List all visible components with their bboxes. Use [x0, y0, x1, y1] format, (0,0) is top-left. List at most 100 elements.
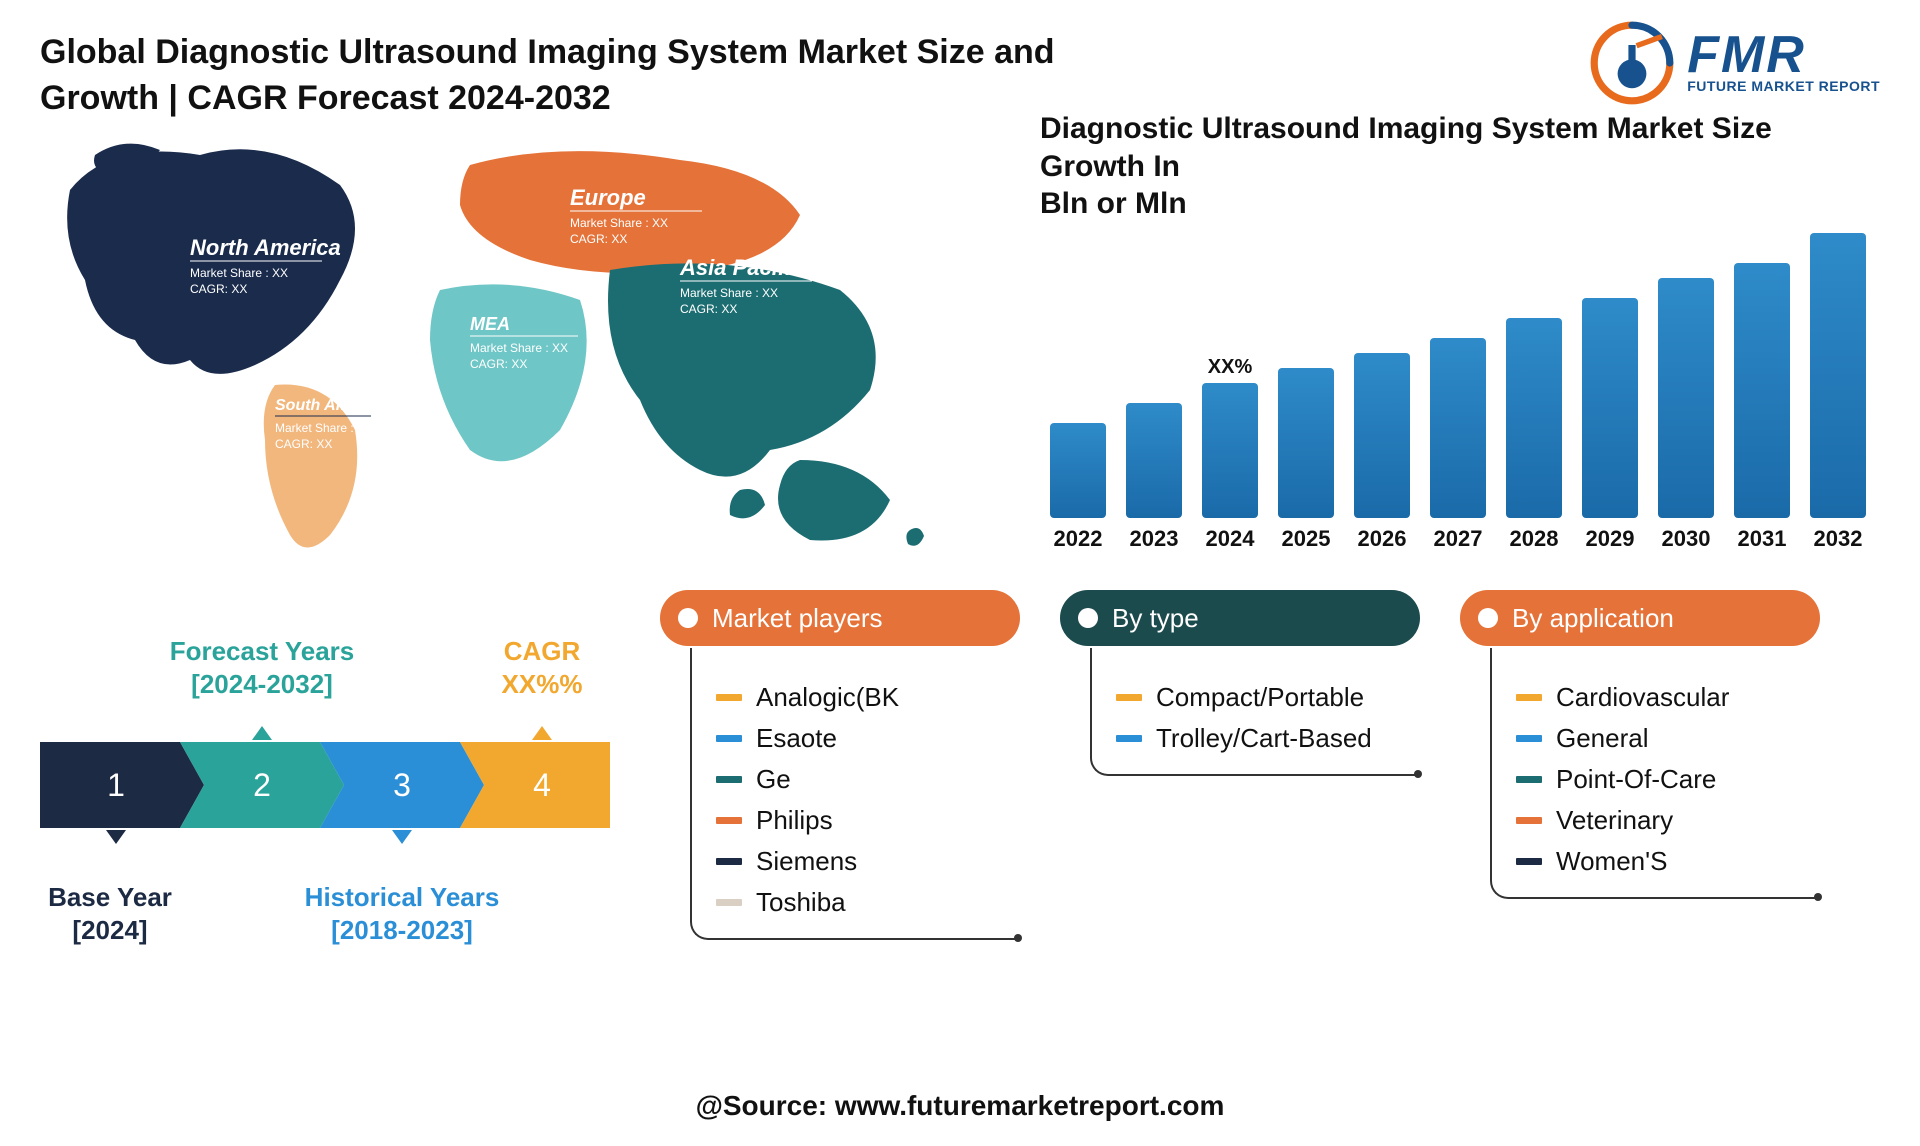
map-region-nz — [906, 528, 924, 546]
color-swatch-icon — [1516, 776, 1542, 783]
svg-text:CAGR: XX: CAGR: XX — [680, 302, 737, 316]
category-pill: By type — [1060, 590, 1420, 646]
color-swatch-icon — [716, 899, 742, 906]
category-title: Market players — [712, 603, 883, 634]
list-item: Cardiovascular — [1516, 682, 1810, 713]
svg-text:Market Share : XX: Market Share : XX — [470, 341, 568, 355]
logo-icon — [1587, 18, 1677, 108]
pill-dot-icon — [678, 608, 698, 628]
list-item: Philips — [716, 805, 1010, 836]
list-item-label: Esaote — [756, 723, 837, 754]
list-item-label: Philips — [756, 805, 833, 836]
timeline-number: 4 — [533, 767, 551, 803]
list-item: Ge — [716, 764, 1010, 795]
map-region-label: South America — [275, 397, 387, 414]
source-attribution: @Source: www.futuremarketreport.com — [0, 1090, 1920, 1122]
timeline: Forecast Years[2024-2032]CAGRXX%% 1234 B… — [40, 610, 630, 971]
logo-text: FMR — [1687, 32, 1880, 79]
list-item-label: Veterinary — [1556, 805, 1673, 836]
category-title: By type — [1112, 603, 1199, 634]
list-item: Esaote — [716, 723, 1010, 754]
category-bracket: Compact/Portable Trolley/Cart-Based — [1090, 658, 1420, 776]
chart-bar — [1658, 278, 1714, 518]
list-item-label: Compact/Portable — [1156, 682, 1364, 713]
category-column: By type Compact/Portable Trolley/Cart-Base… — [1060, 590, 1420, 940]
color-swatch-icon — [716, 858, 742, 865]
list-item: Veterinary — [1516, 805, 1810, 836]
list-item-label: General — [1556, 723, 1649, 754]
map-region-mea — [430, 284, 587, 461]
color-swatch-icon — [716, 776, 742, 783]
category-columns: Market players Analogic(BK Esaote Ge Philips… — [660, 590, 1820, 940]
pill-dot-icon — [1078, 608, 1098, 628]
svg-text:CAGR: XX: CAGR: XX — [190, 282, 247, 296]
map-region-label: Europe — [570, 185, 646, 210]
timeline-caption: Forecast Years[2024-2032] — [147, 635, 377, 700]
color-swatch-icon — [1516, 817, 1542, 824]
color-swatch-icon — [716, 694, 742, 701]
timeline-caption: CAGRXX%% — [427, 635, 657, 700]
chart-bar — [1582, 298, 1638, 518]
map-region-label: MEA — [470, 314, 510, 334]
color-swatch-icon — [1116, 694, 1142, 701]
growth-chart: Diagnostic Ultrasound Imaging System Mar… — [1040, 110, 1880, 580]
pill-dot-icon — [1478, 608, 1498, 628]
chart-bar — [1506, 318, 1562, 518]
svg-text:CAGR: XX: CAGR: XX — [570, 232, 627, 246]
svg-text:CAGR: XX: CAGR: XX — [275, 437, 332, 451]
list-item-label: Ge — [756, 764, 791, 795]
chart-bar — [1734, 263, 1790, 518]
list-item: Analogic(BK — [716, 682, 1010, 713]
color-swatch-icon — [1516, 858, 1542, 865]
category-title: By application — [1512, 603, 1674, 634]
color-swatch-icon — [716, 735, 742, 742]
map-region-label: North America — [190, 235, 341, 260]
map-region-asia-pacific — [608, 263, 890, 540]
category-pill: Market players — [660, 590, 1020, 646]
page-title: Global Diagnostic Ultrasound Imaging Sys… — [40, 30, 1140, 122]
chart-bar-label: 2024 — [1206, 526, 1256, 551]
svg-text:Market Share : XX: Market Share : XX — [275, 421, 373, 435]
category-column: Market players Analogic(BK Esaote Ge Philips… — [660, 590, 1020, 940]
list-item: Compact/Portable — [1116, 682, 1410, 713]
svg-text:Market Share : XX: Market Share : XX — [570, 216, 668, 230]
chart-bar — [1354, 353, 1410, 518]
chart-bar-label: 2030 — [1662, 526, 1711, 551]
list-item-label: Cardiovascular — [1556, 682, 1729, 713]
logo-subtitle: FUTURE MARKET REPORT — [1687, 78, 1880, 94]
list-item-label: Point-Of-Care — [1556, 764, 1716, 795]
timeline-caption: Historical Years[2018-2023] — [287, 881, 517, 946]
chart-bar — [1202, 383, 1258, 518]
svg-text:Market Share : XX: Market Share : XX — [680, 286, 778, 300]
list-item-label: Siemens — [756, 846, 857, 877]
brand-logo: FMR FUTURE MARKET REPORT — [1587, 18, 1880, 108]
chart-bar — [1126, 403, 1182, 518]
chart-bar-label: 2027 — [1434, 526, 1483, 551]
chart-bar-label: 2031 — [1738, 526, 1787, 551]
list-item: Women'S — [1516, 846, 1810, 877]
timeline-number: 3 — [393, 767, 411, 803]
chart-bar — [1430, 338, 1486, 518]
color-swatch-icon — [716, 817, 742, 824]
chart-bar-label: 2025 — [1282, 526, 1331, 551]
color-swatch-icon — [1116, 735, 1142, 742]
color-swatch-icon — [1516, 694, 1542, 701]
chart-annotation: XX% — [1208, 356, 1253, 378]
map-region-label: Asia Pacific — [679, 255, 804, 280]
color-swatch-icon — [1516, 735, 1542, 742]
list-item: Toshiba — [716, 887, 1010, 918]
chart-bar-label: 2026 — [1358, 526, 1407, 551]
chart-bar-label: 2032 — [1814, 526, 1863, 551]
list-item: Siemens — [716, 846, 1010, 877]
list-item-label: Analogic(BK — [756, 682, 899, 713]
world-map: North America Market Share : XX CAGR: XX So… — [40, 130, 940, 560]
timeline-number: 1 — [107, 767, 125, 803]
list-item-label: Women'S — [1556, 846, 1667, 877]
chart-bar-label: 2029 — [1586, 526, 1635, 551]
list-item: Point-Of-Care — [1516, 764, 1810, 795]
category-bracket: Analogic(BK Esaote Ge Philips Siemens Toshiba — [690, 658, 1020, 940]
chart-bar — [1278, 368, 1334, 518]
list-item-label: Trolley/Cart-Based — [1156, 723, 1372, 754]
list-item: Trolley/Cart-Based — [1116, 723, 1410, 754]
chart-title: Diagnostic Ultrasound Imaging System Mar… — [1040, 110, 1880, 223]
